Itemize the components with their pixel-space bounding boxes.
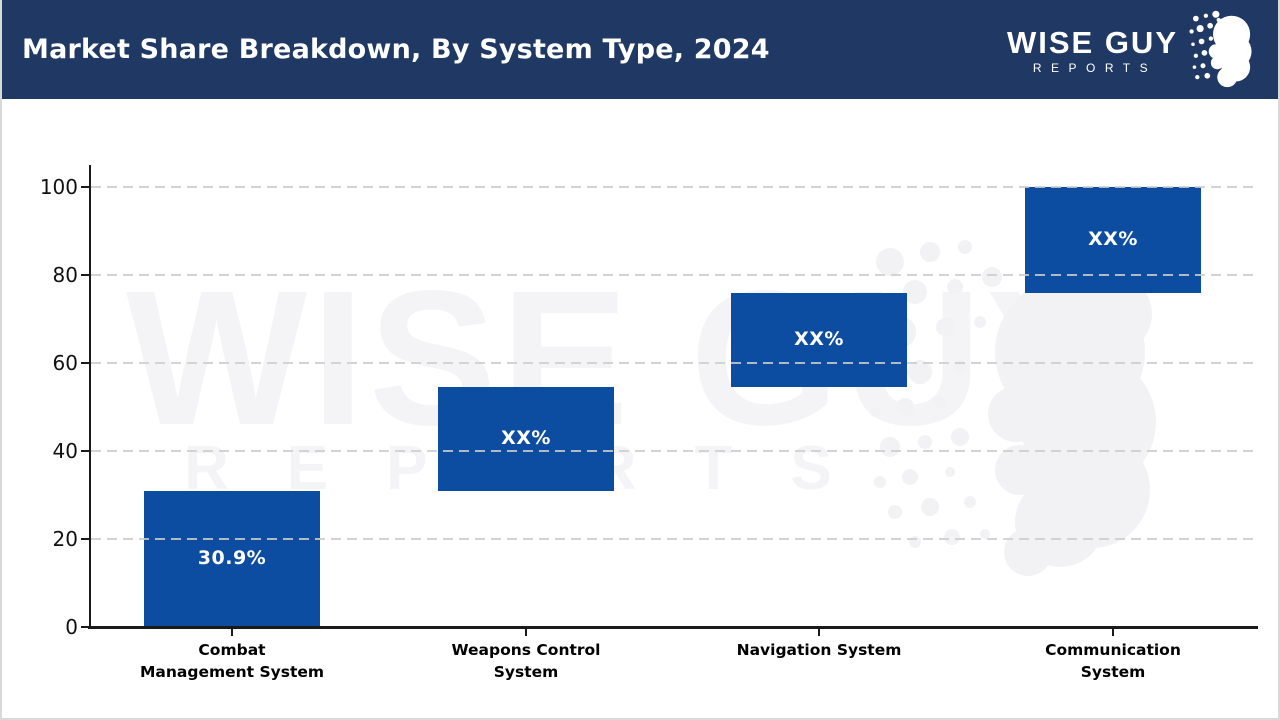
- y-axis-line: [89, 165, 91, 629]
- gridline-40: [91, 450, 1258, 452]
- gridline-20: [91, 538, 1258, 540]
- x-tick-mark: [231, 628, 233, 636]
- y-tick-mark: [81, 186, 90, 188]
- x-tick-mark: [1112, 628, 1114, 636]
- y-tick-mark: [81, 362, 90, 364]
- x-axis-line: [88, 626, 1258, 629]
- y-tick-label: 100: [39, 175, 78, 199]
- y-tick-label: 40: [52, 439, 78, 463]
- x-category-label: Navigation System: [736, 641, 902, 659]
- logo-face-icon: [1189, 10, 1252, 88]
- y-tick-label: 60: [52, 351, 78, 375]
- x-category-label: Weapons Control System: [451, 641, 601, 681]
- y-tick-mark: [81, 538, 90, 540]
- x-category-label: Communication System: [1045, 641, 1181, 681]
- bar-value-label: XX%: [501, 427, 551, 450]
- logo-reports-text: REPORTS: [1032, 60, 1158, 75]
- y-tick-label: 80: [52, 263, 78, 287]
- bar-value-label: XX%: [794, 327, 844, 350]
- x-tick-mark: [525, 628, 527, 636]
- logo-wordmark: WISE GUY: [1006, 24, 1178, 60]
- bar-segment: [438, 387, 614, 492]
- bar-segment: [144, 491, 320, 627]
- header-bar: Market Share Breakdown, By System Type, …: [2, 0, 1278, 99]
- bar-value-label: XX%: [1088, 227, 1138, 250]
- y-tick-mark: [81, 274, 90, 276]
- bar-segment: [731, 292, 907, 388]
- chart-title: Market Share Breakdown, By System Type, …: [22, 34, 770, 65]
- gridline-60: [91, 362, 1258, 364]
- y-tick-label: 0: [65, 615, 78, 639]
- x-category-label: Combat Management System: [139, 641, 325, 681]
- x-tick-mark: [818, 628, 820, 636]
- y-tick-mark: [81, 450, 90, 452]
- bar-value-label: 30.9%: [197, 547, 267, 570]
- y-tick-label: 20: [52, 527, 78, 551]
- y-tick-mark: [81, 626, 90, 628]
- watermark-face-dots: [864, 240, 1156, 576]
- gridline-80: [91, 274, 1258, 276]
- watermark-wordmark: WISE GUY: [126, 250, 1119, 465]
- brand-logo: WISE GUY REPORTS: [1007, 10, 1266, 90]
- gridline-100: [91, 186, 1258, 188]
